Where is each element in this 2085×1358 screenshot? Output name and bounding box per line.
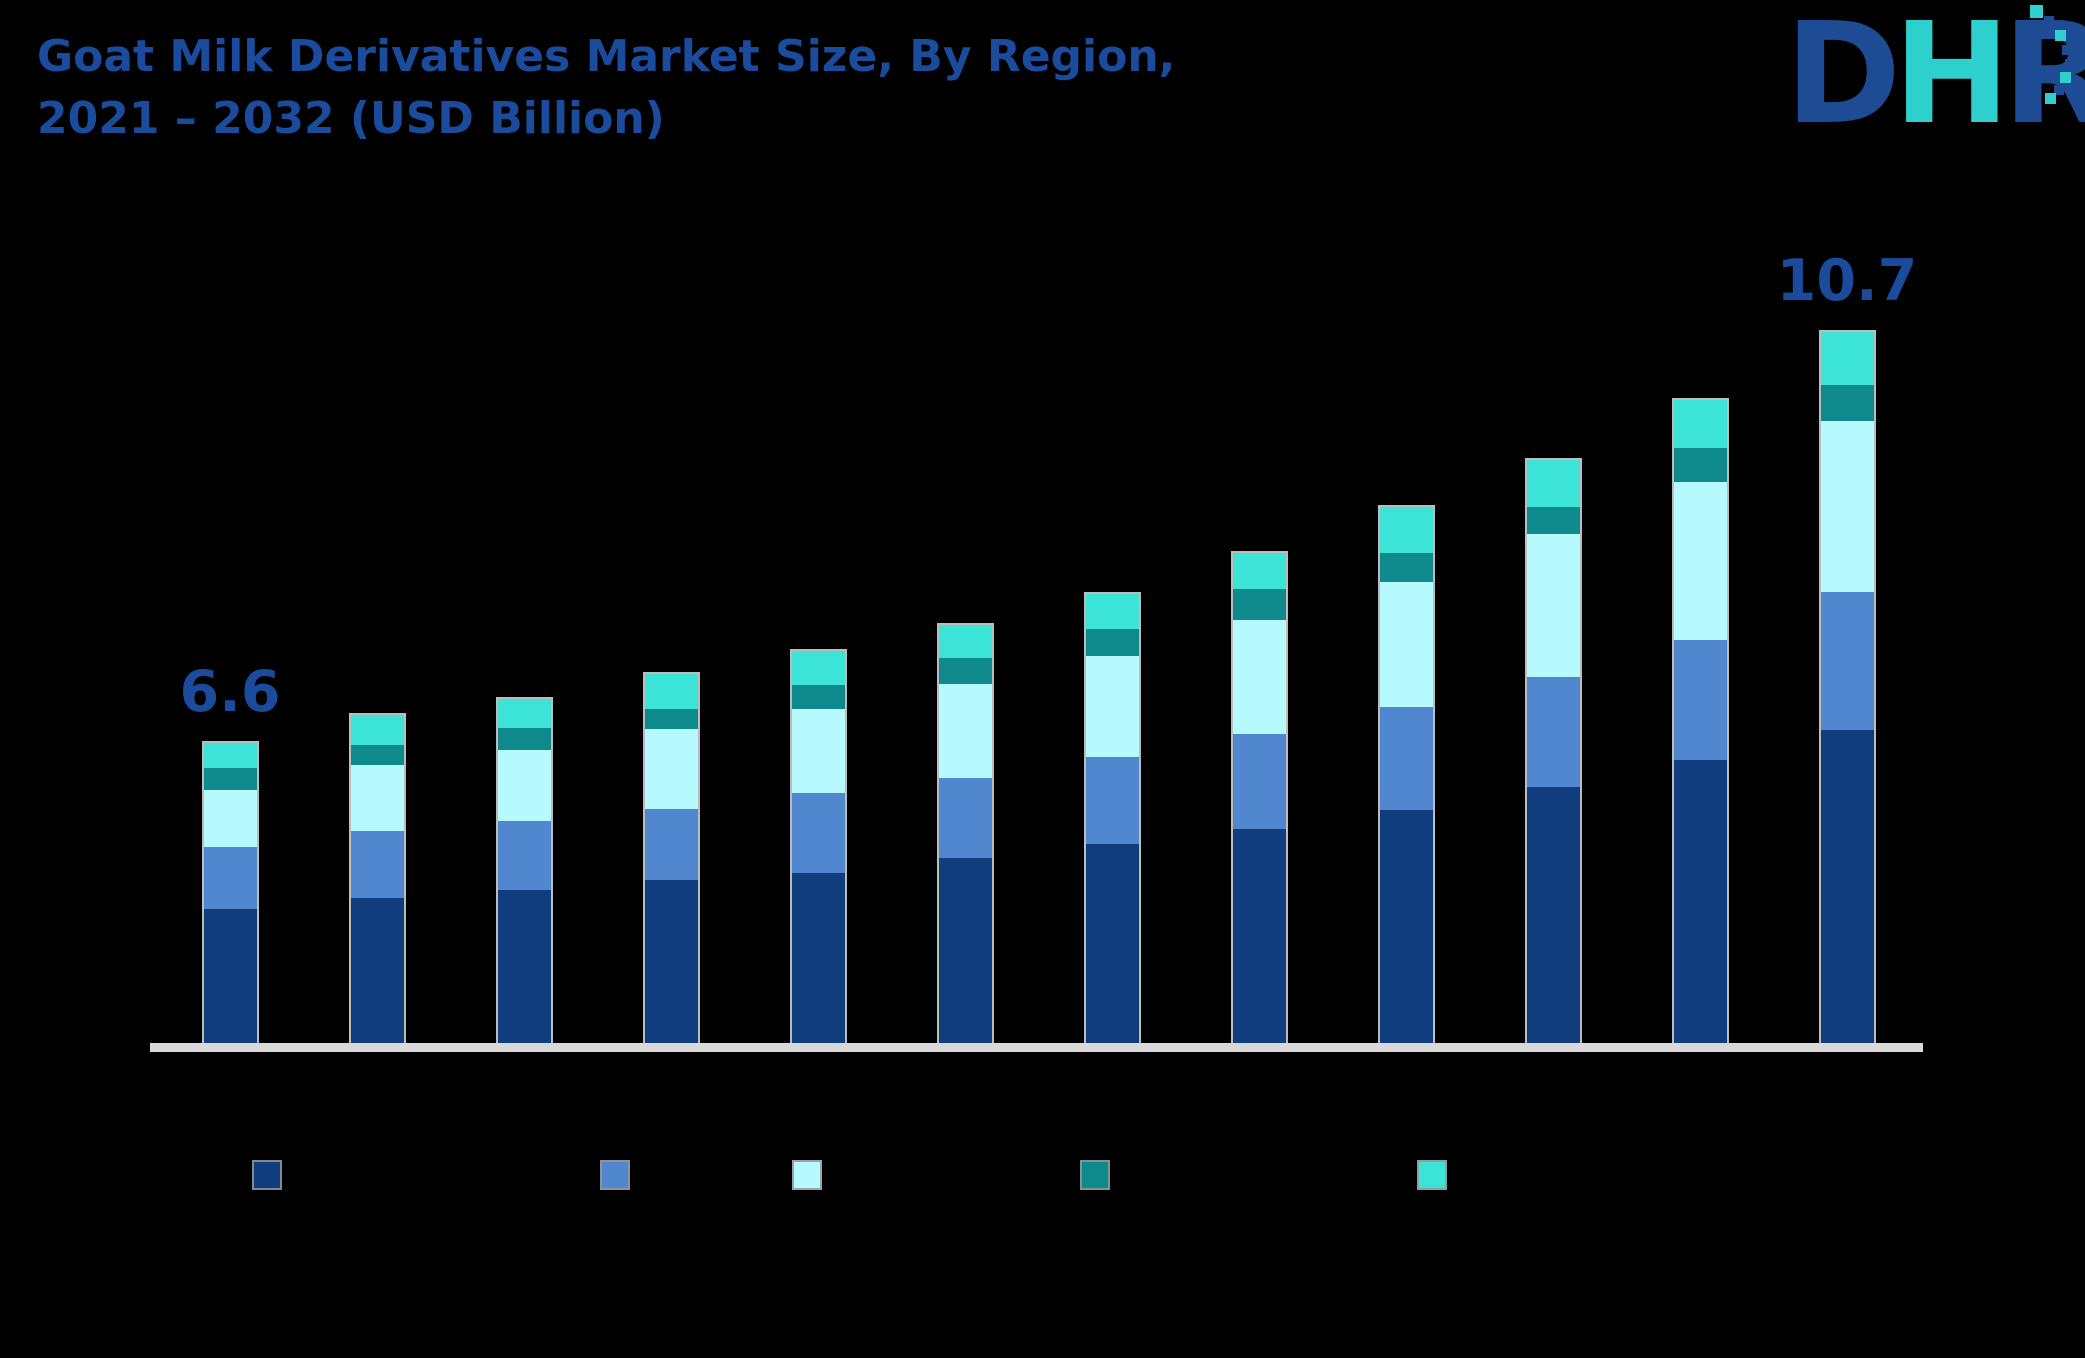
dhr-logo-text: DHR [1785,0,2085,150]
segment-medium_blue [1232,734,1286,829]
logo-decoration-square [2065,59,2073,67]
segment-pale_cyan [1526,533,1580,678]
logo-letter-r: R [2002,0,2085,156]
logo-decoration-square [2073,52,2079,58]
segment-navy [350,897,404,1043]
segment-medium_blue [644,809,698,880]
segment-teal [350,744,404,765]
segment-pale_cyan [497,749,551,822]
segment-pale_cyan [1379,581,1433,708]
segment-turquoise [1085,594,1139,629]
chart-title-line2: 2021 – 2032 (USD Billion) [37,93,665,144]
bar-2032 [1818,330,1876,1043]
segment-teal [1526,506,1580,534]
segment-navy [938,857,992,1043]
segment-turquoise [350,715,404,745]
logo-decoration-square [2055,30,2066,41]
segment-navy [497,889,551,1043]
segment-teal [791,684,845,709]
logo-letter-d: D [1785,0,1901,156]
segment-navy [1820,729,1874,1043]
segment-teal [1673,447,1727,482]
legend-swatch-teal [1080,1160,1110,1190]
bar-2023 [495,697,553,1043]
segment-medium_blue [1379,707,1433,810]
bar-2021 [201,741,259,1043]
bar-value-label-2032: 10.7 [1776,248,1918,314]
legend-swatch-pale_cyan [792,1160,822,1190]
logo-decoration-square [2044,16,2054,26]
segment-turquoise [1673,400,1727,448]
segment-pale_cyan [1232,619,1286,735]
segment-medium_blue [1085,757,1139,844]
logo-decoration-square [2054,85,2064,95]
segment-navy [1379,809,1433,1043]
chart-title: Goat Milk Derivatives Market Size, By Re… [37,26,1175,150]
segment-pale_cyan [350,764,404,832]
bar-2024 [642,672,700,1043]
bar-2030 [1524,458,1582,1043]
segment-medium_blue [350,831,404,898]
segment-navy [1232,828,1286,1043]
segment-pale_cyan [1085,655,1139,758]
bar-2025 [789,649,847,1043]
segment-navy [1673,759,1727,1043]
segment-navy [203,908,257,1043]
segment-turquoise [938,625,992,658]
logo-decoration-square [2062,45,2072,55]
legend-swatch-turquoise [1417,1160,1447,1190]
segment-turquoise [644,674,698,709]
logo-decoration-square [2045,93,2056,104]
segment-pale_cyan [1820,420,1874,593]
chart-title-line1: Goat Milk Derivatives Market Size, By Re… [37,31,1176,82]
segment-teal [1085,628,1139,656]
logo-letter-h: H [1893,0,2010,156]
segment-pale_cyan [791,708,845,794]
segment-navy [1085,843,1139,1043]
segment-teal [497,727,551,750]
segment-teal [644,708,698,729]
logo-decoration-square [2030,5,2043,18]
segment-medium_blue [791,793,845,873]
segment-medium_blue [1526,677,1580,787]
segment-turquoise [1232,553,1286,589]
bar-2029 [1377,505,1435,1043]
segment-turquoise [1379,507,1433,553]
segment-pale_cyan [644,728,698,810]
bar-2026 [936,623,994,1043]
bar-2028 [1230,551,1288,1043]
bar-2022 [348,713,406,1043]
segment-medium_blue [203,847,257,909]
segment-teal [1232,588,1286,620]
segment-medium_blue [497,821,551,890]
legend-swatch-navy [252,1160,282,1190]
segment-navy [644,879,698,1043]
logo-decoration-square [2060,72,2071,83]
segment-pale_cyan [1673,481,1727,641]
segment-turquoise [203,743,257,768]
segment-turquoise [791,651,845,685]
x-axis-line [150,1043,1923,1052]
segment-medium_blue [1673,640,1727,760]
segment-teal [1820,384,1874,421]
segment-pale_cyan [203,789,257,848]
segment-turquoise [497,699,551,728]
segment-teal [203,767,257,790]
bar-value-label-2021: 6.6 [179,659,281,725]
legend-swatch-medium_blue [600,1160,630,1190]
bar-2031 [1671,398,1729,1043]
segment-navy [791,872,845,1043]
segment-teal [1379,552,1433,582]
bar-2027 [1083,592,1141,1043]
segment-teal [938,657,992,684]
segment-turquoise [1820,332,1874,385]
segment-medium_blue [1820,592,1874,730]
segment-turquoise [1526,460,1580,507]
segment-medium_blue [938,778,992,858]
dhr-logo: DHR [1745,0,2085,150]
segment-navy [1526,786,1580,1043]
segment-pale_cyan [938,683,992,779]
